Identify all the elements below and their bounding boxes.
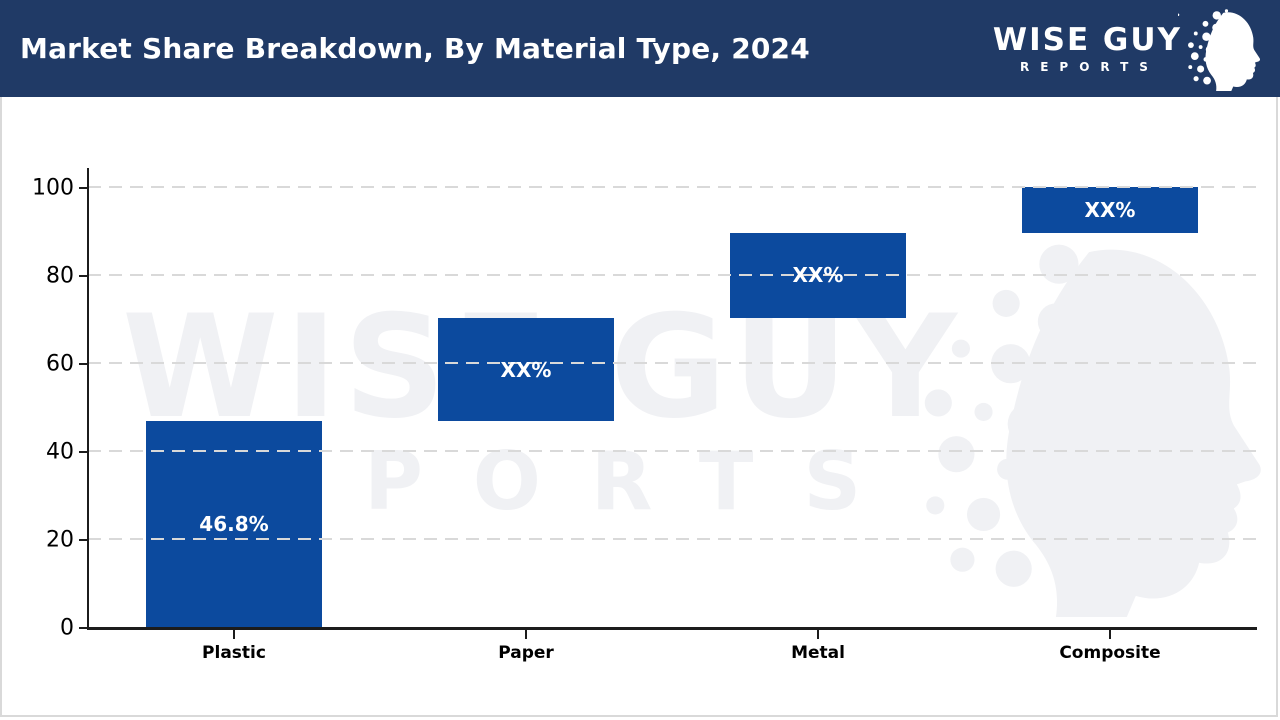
gridline [88, 362, 1256, 364]
bar-plastic [146, 421, 322, 627]
bar-value-label: XX% [500, 357, 552, 382]
bar-value-label: XX% [1084, 197, 1136, 222]
header: Market Share Breakdown, By Material Type… [0, 0, 1280, 97]
y-axis-tick-label: 0 [60, 615, 74, 641]
logo-subtitle: REPORTS [1019, 59, 1159, 74]
bar-value-label: 46.8% [199, 512, 269, 537]
x-axis-tick [525, 630, 527, 639]
wise-guy-reports-logo: WISE GUY REPORTS [993, 6, 1262, 92]
x-axis-tick [233, 630, 235, 639]
y-axis-tick-label: 80 [46, 263, 74, 289]
bar-value-label: XX% [792, 263, 844, 288]
y-axis-tick-label: 60 [46, 351, 74, 377]
y-axis-tick [79, 363, 87, 365]
x-axis-label-composite: Composite [1059, 643, 1161, 663]
gridline [88, 450, 1256, 452]
page-title: Market Share Breakdown, By Material Type… [20, 32, 810, 65]
x-axis-label-metal: Metal [791, 643, 845, 663]
gridline [88, 186, 1256, 188]
gridline [88, 274, 1256, 276]
logo-wordmark: WISE GUY [992, 21, 1182, 58]
gridline [88, 538, 1256, 540]
x-axis-label-paper: Paper [498, 643, 554, 663]
x-axis-tick [817, 630, 819, 639]
watermark-face-icon [924, 244, 1261, 617]
y-axis-tick-label: 40 [46, 439, 74, 465]
x-axis-line [87, 627, 1257, 630]
y-axis-tick-label: 100 [32, 175, 74, 201]
dotted-face-profile-icon [1178, 8, 1261, 91]
x-axis-label-plastic: Plastic [202, 643, 266, 663]
waterfall-chart: WISE GUY REPORTS 46.8% XX% XX% XX% 0 20 40 60 80… [0, 97, 1280, 720]
logo-text: WISE GUY REPORTS [992, 21, 1182, 74]
y-axis-tick-label: 20 [46, 527, 74, 553]
bar-paper [438, 318, 614, 422]
bar-composite [1022, 187, 1198, 233]
y-axis-tick [79, 627, 87, 629]
y-axis-tick [79, 451, 87, 453]
x-axis-tick [1109, 630, 1111, 639]
y-axis-tick [79, 539, 87, 541]
y-axis-tick [79, 187, 87, 189]
y-axis-tick [79, 275, 87, 277]
y-axis-line [87, 168, 89, 629]
